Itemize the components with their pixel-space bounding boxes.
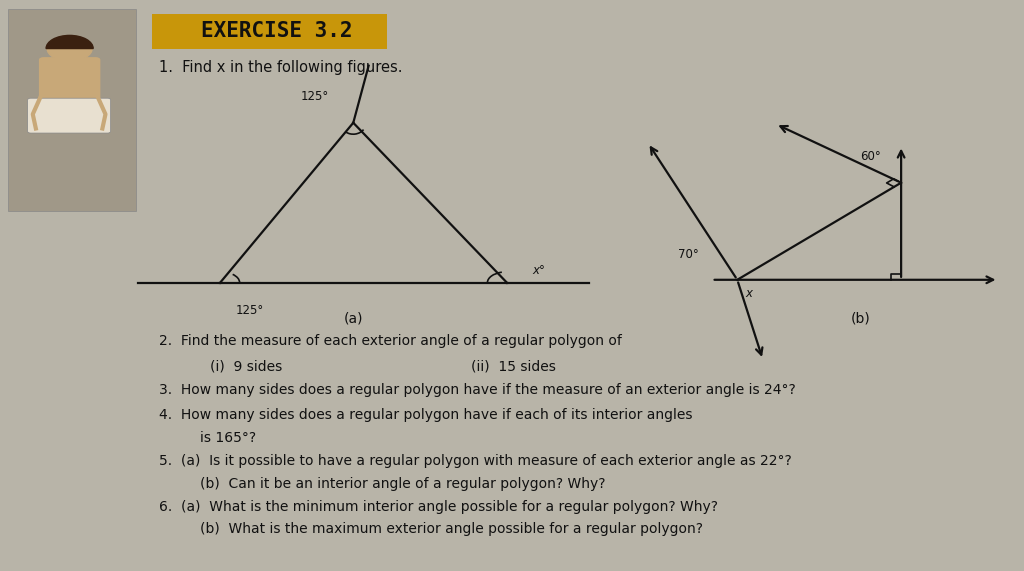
Text: (b): (b) — [850, 311, 870, 325]
Text: (ii)  15 sides: (ii) 15 sides — [471, 360, 556, 374]
Text: 125°: 125° — [300, 90, 329, 103]
Text: 5.  (a)  Is it possible to have a regular polygon with measure of each exterior : 5. (a) Is it possible to have a regular … — [159, 454, 792, 468]
FancyBboxPatch shape — [152, 14, 387, 49]
FancyBboxPatch shape — [8, 9, 136, 211]
Text: (b)  Can it be an interior angle of a regular polygon? Why?: (b) Can it be an interior angle of a reg… — [200, 477, 605, 491]
Text: x°: x° — [532, 264, 546, 277]
Text: 125°: 125° — [236, 304, 264, 317]
Text: is 165°?: is 165°? — [200, 431, 256, 445]
Text: (i)  9 sides: (i) 9 sides — [210, 360, 283, 374]
Text: 6.  (a)  What is the minimum interior angle possible for a regular polygon? Why?: 6. (a) What is the minimum interior angl… — [159, 500, 718, 514]
Text: EXERCISE 3.2: EXERCISE 3.2 — [201, 21, 352, 42]
Text: (b)  What is the maximum exterior angle possible for a regular polygon?: (b) What is the maximum exterior angle p… — [200, 522, 702, 537]
Wedge shape — [46, 35, 93, 49]
Text: (a): (a) — [343, 311, 364, 325]
Text: 1.  Find x in the following figures.: 1. Find x in the following figures. — [159, 60, 402, 75]
FancyBboxPatch shape — [28, 98, 111, 133]
Text: 3.  How many sides does a regular polygon have if the measure of an exterior ang: 3. How many sides does a regular polygon… — [159, 383, 796, 397]
Text: 4.  How many sides does a regular polygon have if each of its interior angles: 4. How many sides does a regular polygon… — [159, 408, 692, 423]
Text: x: x — [745, 287, 753, 300]
Text: 60°: 60° — [860, 150, 881, 163]
Text: 70°: 70° — [678, 248, 698, 261]
Circle shape — [47, 36, 92, 61]
Text: 2.  Find the measure of each exterior angle of a regular polygon of: 2. Find the measure of each exterior ang… — [159, 334, 622, 348]
FancyBboxPatch shape — [39, 57, 100, 106]
